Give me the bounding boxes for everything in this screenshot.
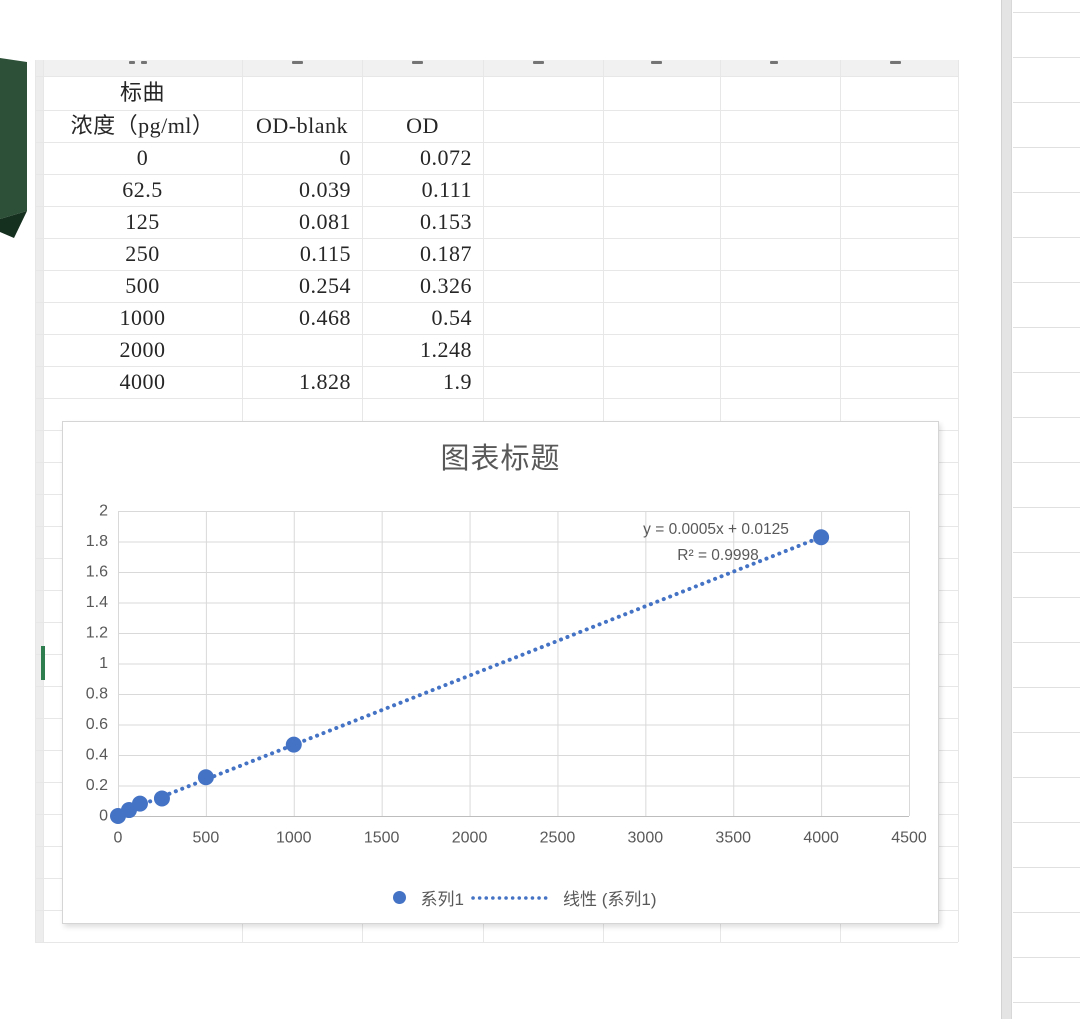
table-header-od[interactable]: OD [406, 113, 439, 138]
y-tick-label: 1 [99, 655, 108, 672]
table-cell[interactable] [242, 76, 362, 110]
table-cell[interactable]: 0.115 [299, 241, 351, 266]
table-cell[interactable]: 500 [125, 273, 160, 298]
table-cell[interactable]: 125 [125, 209, 160, 234]
clipped-text-mark [890, 61, 901, 64]
x-tick-label: 1500 [364, 829, 400, 846]
y-tick-label: 1.4 [86, 594, 108, 611]
y-tick-label: 0.8 [86, 686, 108, 703]
table-cell[interactable]: 250 [125, 241, 160, 266]
legend-trendline-sample-icon [471, 895, 553, 900]
table-cell[interactable]: 4000 [119, 369, 166, 394]
x-tick-label: 3000 [628, 829, 664, 846]
table-cell[interactable] [242, 334, 362, 366]
data-point[interactable] [813, 529, 830, 546]
standard-curve-table: 标曲 浓度（pg/ml） OD-blank OD 0 0 0.072 62.5 0.03… [43, 76, 483, 398]
table-header-concentration[interactable]: 浓度（pg/ml） [70, 113, 215, 138]
table-cell[interactable]: 0.326 [420, 273, 472, 298]
x-tick-label: 4500 [891, 829, 927, 846]
trendline[interactable] [116, 535, 824, 817]
table-header-od-blank[interactable]: OD-blank [256, 113, 348, 138]
table-cell[interactable]: 62.5 [122, 177, 163, 202]
table-cell[interactable]: 0.254 [299, 273, 351, 298]
chart-legend[interactable]: 系列1 线性 (系列1) [87, 885, 962, 910]
table-cell[interactable]: 0.111 [421, 177, 472, 202]
clipped-top-row [43, 60, 958, 76]
clipped-text-mark [770, 61, 778, 64]
data-point[interactable] [285, 736, 302, 753]
x-tick-label: 3500 [715, 829, 751, 846]
clipped-text-mark [533, 61, 544, 64]
chart-title[interactable]: 图表标题 [440, 443, 561, 475]
clipped-text-mark [129, 61, 135, 64]
clipped-text-mark [651, 61, 662, 64]
adjacent-column-cells[interactable] [1013, 0, 1080, 1019]
data-point[interactable] [131, 795, 148, 812]
table-cell[interactable]: 0.039 [299, 177, 351, 202]
x-tick-label: 4000 [803, 829, 839, 846]
table-cell[interactable]: 2000 [119, 337, 166, 362]
green-ribbon-decoration [0, 58, 27, 238]
selection-indicator [41, 646, 45, 680]
table-cell[interactable]: 1.828 [299, 369, 351, 394]
clipped-text-mark [141, 61, 147, 64]
y-tick-label: 1.2 [86, 625, 108, 642]
table-cell-title[interactable]: 标曲 [119, 80, 165, 105]
data-point[interactable] [153, 790, 170, 807]
table-cell[interactable]: 0 [339, 145, 351, 170]
table-cell[interactable]: 0.153 [420, 209, 472, 234]
table-cell[interactable]: 1000 [119, 305, 166, 330]
table-cell[interactable] [362, 76, 483, 110]
x-tick-label: 2000 [452, 829, 488, 846]
y-tick-label: 0.4 [86, 747, 108, 764]
column-divider [1001, 0, 1012, 1019]
table-cell[interactable]: 0.072 [420, 145, 472, 170]
table-cell[interactable]: 0 [136, 145, 149, 170]
table-cell[interactable]: 0.187 [420, 241, 472, 266]
x-tick-label: 500 [193, 829, 220, 846]
scatter-plot-area: 0 500 1000 1500 2000 2500 3000 3500 4000 4500 0 0.2… [86, 503, 927, 847]
table-cell[interactable]: 0.468 [299, 305, 351, 330]
x-tick-label: 1000 [276, 829, 312, 846]
standard-curve-chart[interactable]: 0 500 1000 1500 2000 2500 3000 3500 4000 4500 0 0.2… [62, 421, 939, 924]
clipped-text-mark [292, 61, 303, 64]
r-squared-label[interactable]: R² = 0.9998 [677, 547, 758, 564]
clipped-text-mark [412, 61, 423, 64]
legend-marker-series1-icon [392, 891, 406, 904]
y-tick-label: 1.6 [86, 564, 108, 581]
table-cell[interactable]: 0.54 [431, 305, 472, 330]
y-tick-label: 0.2 [86, 777, 108, 794]
y-tick-label: 1.8 [86, 533, 108, 550]
trendline-equation[interactable]: y = 0.0005x + 0.0125 [643, 521, 789, 538]
table-cell[interactable]: 1.9 [443, 369, 472, 394]
legend-label-trendline[interactable]: 线性 (系列1) [562, 890, 657, 909]
table-cell[interactable]: 0.081 [299, 209, 351, 234]
x-tick-label: 0 [114, 829, 123, 846]
y-tick-label: 2 [99, 503, 108, 520]
row-header-strip [35, 60, 43, 942]
data-point[interactable] [197, 769, 214, 786]
table-cell[interactable]: 1.248 [420, 337, 472, 362]
y-tick-label: 0.6 [86, 716, 108, 733]
x-tick-label: 2500 [540, 829, 576, 846]
legend-label-series1[interactable]: 系列1 [420, 890, 464, 909]
y-tick-label: 0 [99, 808, 108, 825]
